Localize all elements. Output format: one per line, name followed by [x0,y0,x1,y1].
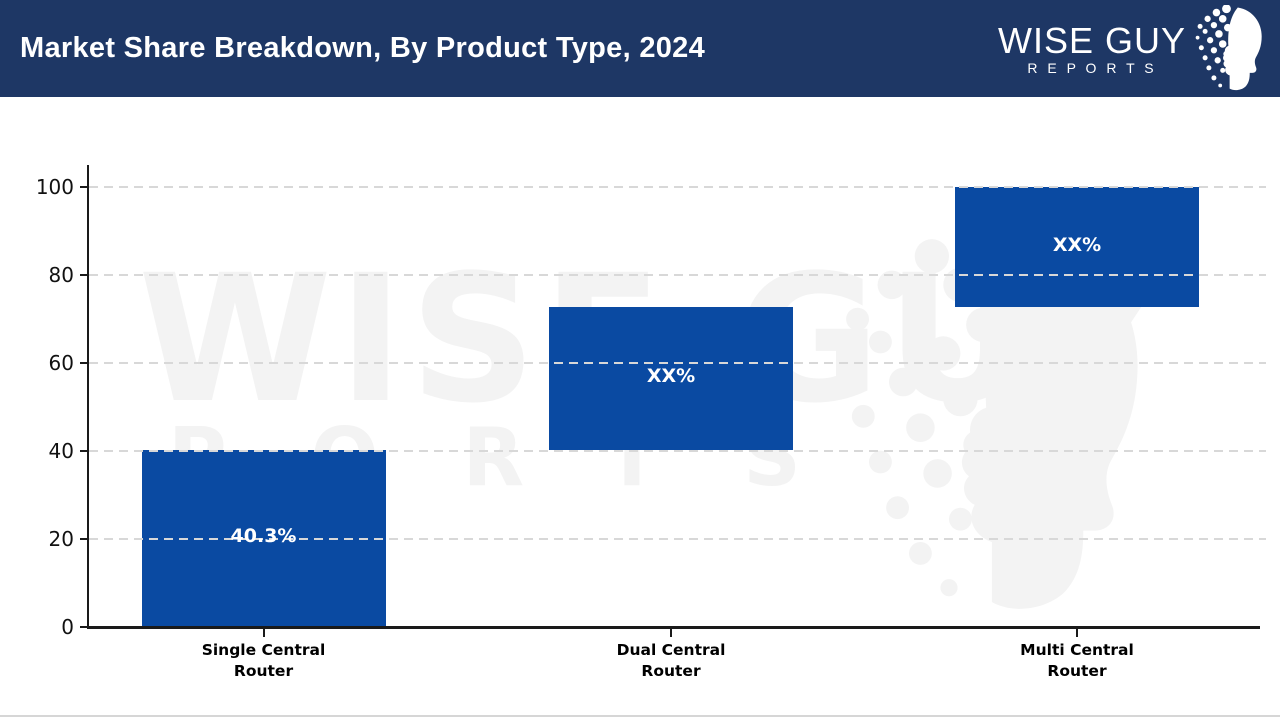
y-tick-label: 80 [48,263,74,287]
gridline [89,538,1266,540]
gridline [89,274,1266,276]
x-category-label: Single Central Router [144,640,384,682]
x-axis-line [87,626,1260,629]
bottom-divider [0,715,1280,717]
y-tick-label: 20 [48,527,74,551]
brand-subtitle: R E P O R T S [1027,60,1157,77]
bar-value-label: 40.3% [230,525,297,548]
x-tick [262,629,265,637]
x-tick [670,629,672,637]
y-tick [80,274,87,276]
x-category-label-line2: Router [641,662,701,680]
gridline [89,186,1266,188]
bar-value-label: XX% [646,365,696,388]
y-tick-label: 40 [48,439,74,463]
gridline [89,450,1266,452]
y-tick [80,362,87,364]
x-category-label-line2: Router [1047,662,1107,680]
y-tick [80,450,87,452]
y-tick [80,538,87,540]
y-tick [80,186,87,188]
x-category-label-line2: Router [233,662,294,680]
bar [955,187,1199,308]
x-tick [1076,629,1078,637]
x-category-label-line1: Multi Central [1020,641,1134,659]
bar [549,307,793,450]
logo-face-icon [1195,5,1262,91]
y-tick-label: 0 [61,615,74,639]
bar-value-label: XX% [1052,234,1102,257]
y-tick-label: 100 [35,175,74,199]
watermark-face-icon [837,222,1138,609]
y-axis-line [87,165,89,628]
x-category-label: Dual Central Router [551,640,791,682]
gridline [89,362,1266,364]
header: Market Share Breakdown, By Product Type,… [0,0,1280,97]
y-tick-label: 60 [48,351,74,375]
x-category-label: Multi Central Router [957,640,1197,682]
x-category-label-line1: Dual Central [616,641,726,659]
brand-logo: WISE GUY R E P O R T S [998,4,1270,94]
brand-logo-text: WISE GUY R E P O R T S [997,19,1186,77]
y-tick [80,626,87,628]
page-title: Market Share Breakdown, By Product Type,… [20,32,706,64]
x-category-label-line1: Single Central [201,641,326,659]
brand-name: WISE GUY [997,19,1186,61]
